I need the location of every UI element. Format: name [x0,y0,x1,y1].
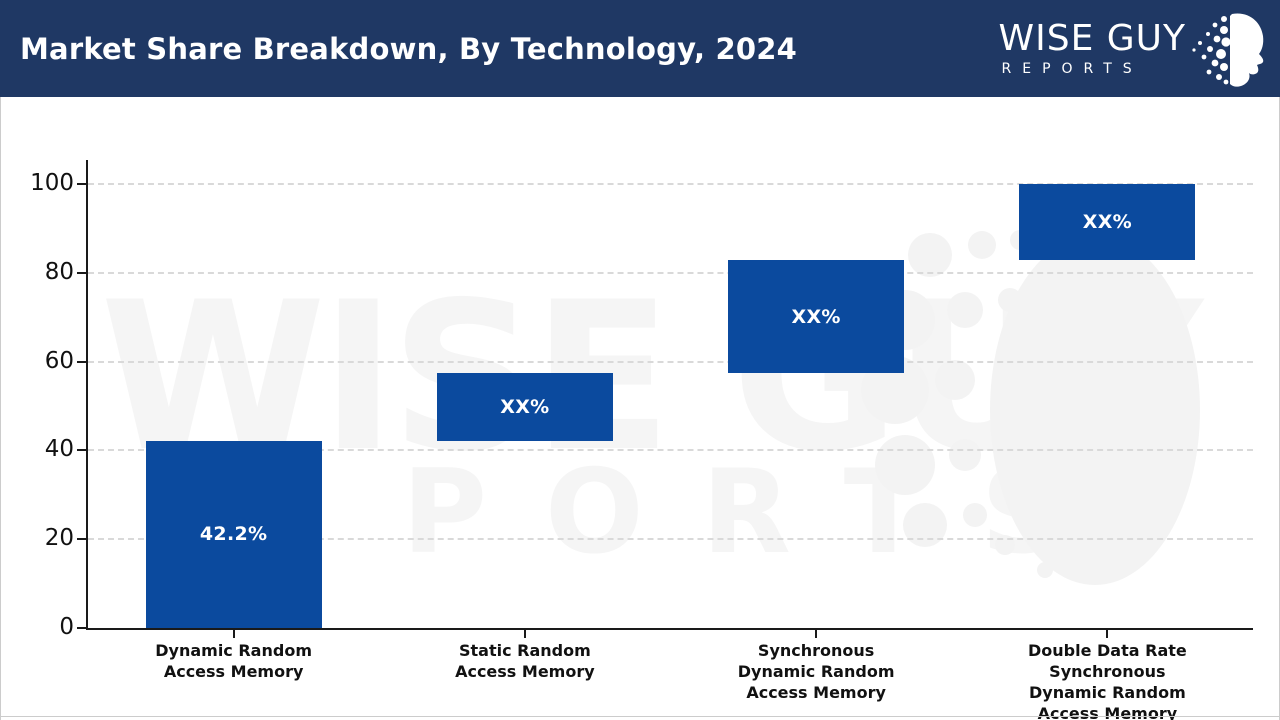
y-tick-mark [77,627,86,629]
gridline [88,183,1253,185]
bar-segment: 42.2% [145,440,322,628]
bar-value-label: 42.2% [199,523,268,546]
y-tick-label: 100 [30,169,74,196]
y-tick-mark [77,183,86,185]
y-tick-label: 20 [44,525,74,552]
y-tick-mark [77,360,86,363]
logo-face-icon [1192,13,1264,87]
x-category-label: Static Random Access Memory [455,641,595,681]
x-category-label: Dynamic Random Access Memory [155,641,312,681]
x-tick-mark [232,630,235,638]
x-tick-mark [523,630,526,638]
bottom-border [0,716,1280,717]
y-axis-line [86,160,88,630]
bar-segment: XX% [1019,184,1196,260]
y-tick-mark [77,538,86,541]
bar-value-label: XX% [500,395,550,418]
gridline [88,449,1253,452]
header-band: Market Share Breakdown, By Technology, 2… [0,0,1280,97]
y-tick-mark [77,271,86,274]
gridline [88,360,1253,363]
gridline [88,271,1253,274]
logo-text: WISE GUY REPORTS [998,17,1187,77]
bar-value-label: XX% [1082,210,1132,233]
x-tick-mark [815,630,818,638]
x-category-label: Double Data Rate Synchronous Dynamic Ran… [1028,641,1187,720]
x-tick-mark [1106,630,1109,638]
chart-title: Market Share Breakdown, By Technology, 2… [20,31,798,66]
y-tick-label: 80 [44,258,74,285]
gridline [88,538,1253,541]
x-category-label: Synchronous Dynamic Random Access Memory [737,641,895,702]
y-tick-label: 0 [59,613,74,640]
y-tick-label: 60 [44,347,74,374]
bar-segment: XX% [436,373,613,441]
bar-segment: XX% [728,259,905,374]
wise-guy-reports-logo: WISE GUY REPORTS [999,10,1269,88]
bar-value-label: XX% [791,305,841,328]
logo-wordmark: WISE GUY [998,17,1186,59]
y-tick-mark [77,449,86,452]
y-tick-label: 40 [44,436,74,463]
logo-subtitle: REPORTS [1001,60,1143,77]
x-axis-line [88,628,1253,630]
